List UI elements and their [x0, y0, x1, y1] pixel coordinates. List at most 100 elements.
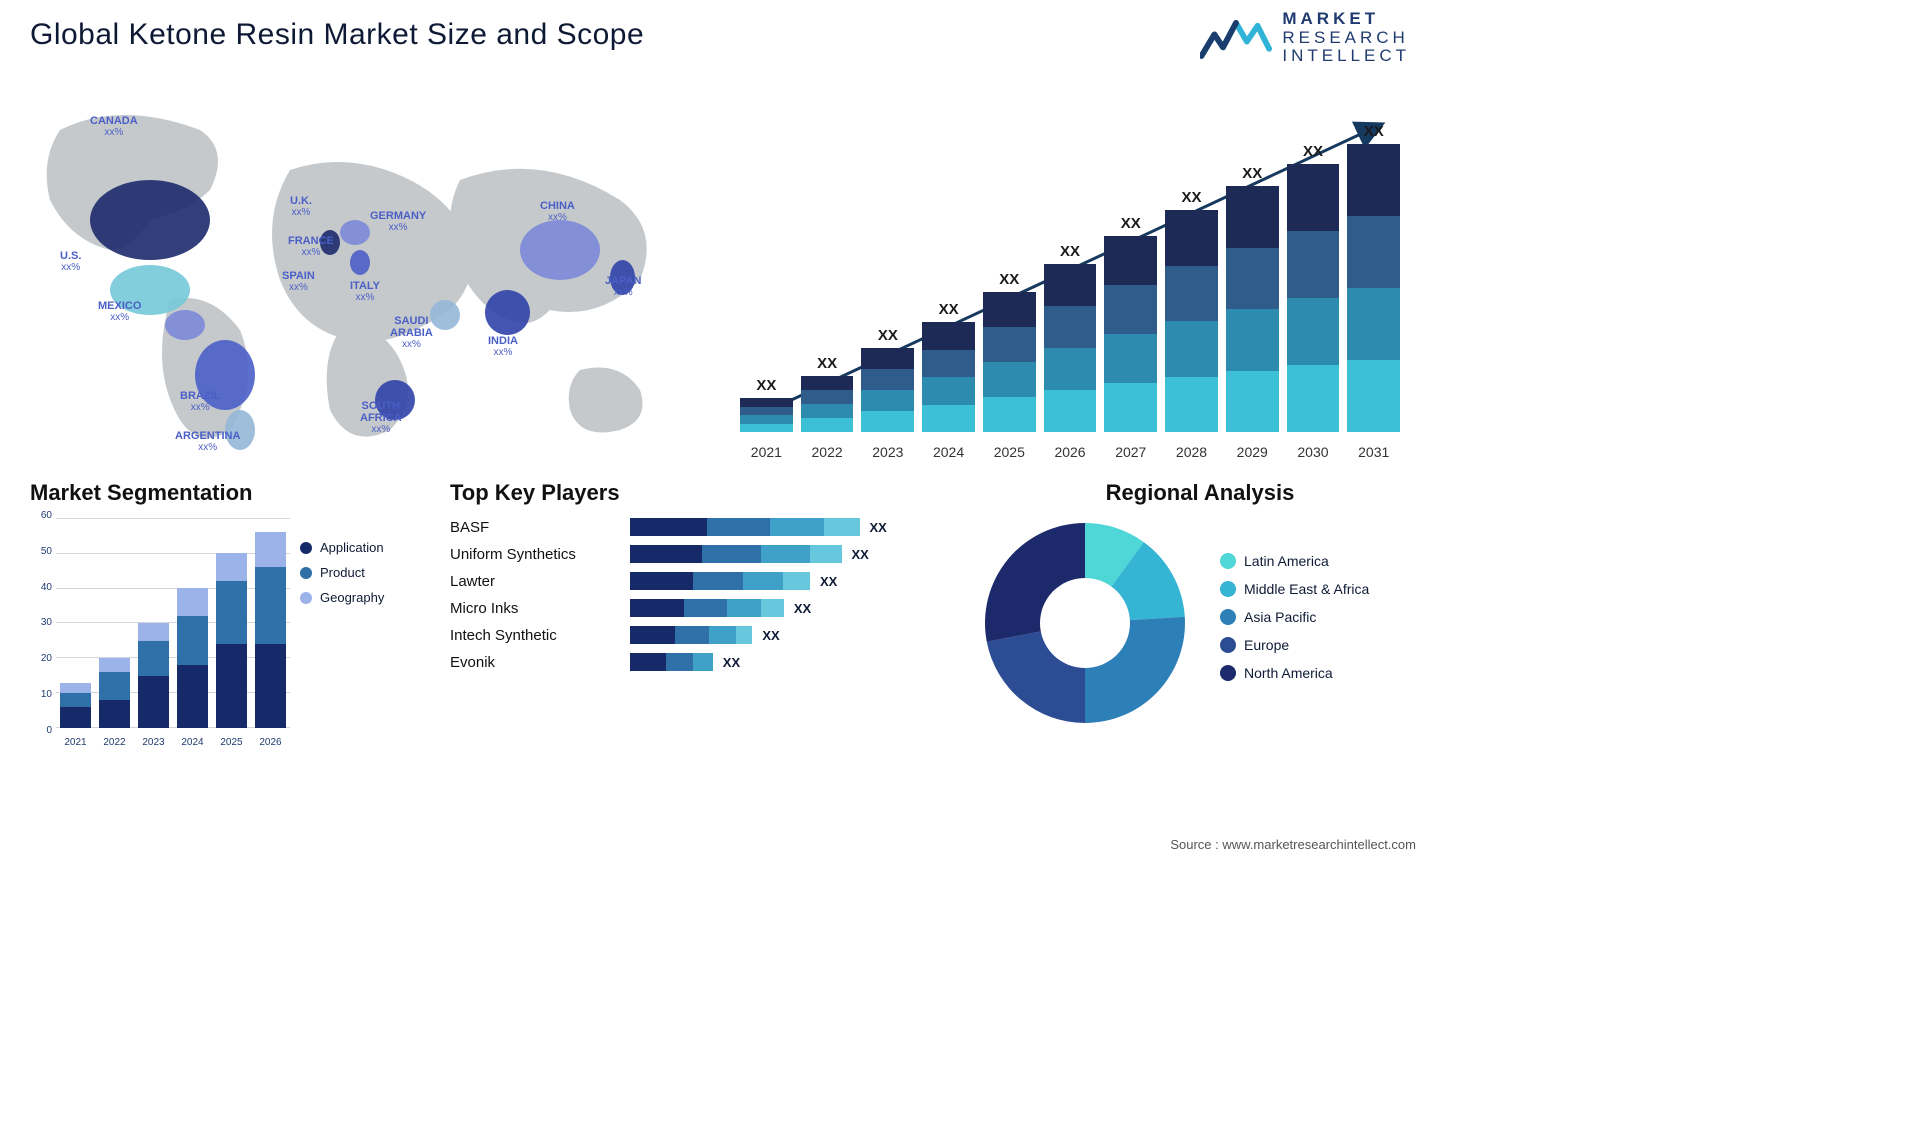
- seg-bar-year: 2023: [138, 737, 169, 748]
- main-bar-year: 2025: [983, 444, 1036, 460]
- country-label: CANADAxx%: [90, 115, 138, 138]
- regional-title: Regional Analysis: [980, 480, 1420, 506]
- main-bar-value: XX: [1364, 123, 1384, 140]
- main-bar-year: 2023: [861, 444, 914, 460]
- main-bar-col: XX: [861, 327, 914, 432]
- key-player-bar: [630, 572, 810, 590]
- main-bar-value: XX: [817, 355, 837, 372]
- main-bar-col: XX: [801, 355, 854, 432]
- country-label: ARGENTINAxx%: [175, 430, 240, 453]
- main-bar-col: XX: [922, 301, 975, 432]
- key-player-bar: [630, 626, 752, 644]
- main-bar-col: XX: [983, 271, 1036, 432]
- seg-bar-col: [138, 623, 169, 728]
- seg-bar-year: 2025: [216, 737, 247, 748]
- key-player-name: Uniform Synthetics: [450, 546, 630, 563]
- main-bar-value: XX: [1060, 243, 1080, 260]
- main-bar-col: XX: [1287, 143, 1340, 432]
- seg-bar-col: [177, 588, 208, 728]
- main-bar-year: 2026: [1044, 444, 1097, 460]
- seg-bar-col: [216, 553, 247, 728]
- regional-legend-item: North America: [1220, 665, 1369, 681]
- key-player-row: BASF XX: [450, 518, 950, 536]
- main-bar-value: XX: [1242, 165, 1262, 182]
- main-bar-value: XX: [1303, 143, 1323, 160]
- key-player-bar: [630, 653, 713, 671]
- main-bar-col: XX: [1044, 243, 1097, 432]
- main-bar-year: 2028: [1165, 444, 1218, 460]
- key-player-value: XX: [870, 520, 887, 535]
- country-label: U.S.xx%: [60, 250, 81, 273]
- main-bar-col: XX: [740, 377, 793, 432]
- regional-section: Regional Analysis Latin America Middle Ea…: [980, 480, 1420, 728]
- key-players-title: Top Key Players: [450, 480, 950, 506]
- logo-line1: MARKET: [1282, 10, 1410, 29]
- world-map: CANADAxx% U.S.xx% MEXICOxx% BRAZILxx% ARGENT…: [20, 90, 700, 450]
- country-label: SOUTHAFRICAxx%: [360, 400, 402, 435]
- seg-bar-col: [99, 658, 130, 728]
- logo-line2: RESEARCH: [1282, 29, 1410, 48]
- country-label: MEXICOxx%: [98, 300, 141, 323]
- main-bar-year: 2029: [1226, 444, 1279, 460]
- main-bar-col: XX: [1347, 123, 1400, 432]
- seg-bar-year: 2026: [255, 737, 286, 748]
- key-player-value: XX: [794, 601, 811, 616]
- key-player-bar: [630, 599, 784, 617]
- logo-line3: INTELLECT: [1282, 47, 1410, 66]
- main-bar-value: XX: [1182, 189, 1202, 206]
- regional-donut: [980, 518, 1190, 728]
- main-bar-col: XX: [1165, 189, 1218, 432]
- source-text: Source : www.marketresearchintellect.com: [1170, 837, 1416, 852]
- key-player-name: Micro Inks: [450, 600, 630, 617]
- country-label: ITALYxx%: [350, 280, 380, 303]
- main-bar-year: 2024: [922, 444, 975, 460]
- regional-legend: Latin America Middle East & Africa Asia Pa…: [1220, 553, 1369, 693]
- key-player-value: XX: [723, 655, 740, 670]
- world-map-svg: [20, 90, 700, 450]
- regional-legend-item: Middle East & Africa: [1220, 581, 1369, 597]
- regional-legend-item: Latin America: [1220, 553, 1369, 569]
- seg-bar-col: [255, 532, 286, 728]
- main-bar-col: XX: [1226, 165, 1279, 432]
- country-label: U.K.xx%: [290, 195, 312, 218]
- country-label: CHINAxx%: [540, 200, 575, 223]
- country-label: BRAZILxx%: [180, 390, 220, 413]
- main-bar-value: XX: [939, 301, 959, 318]
- seg-bar-year: 2021: [60, 737, 91, 748]
- regional-legend-item: Asia Pacific: [1220, 609, 1369, 625]
- main-bar-year: 2027: [1104, 444, 1157, 460]
- main-bar-year: 2031: [1347, 444, 1400, 460]
- key-player-row: Evonik XX: [450, 653, 950, 671]
- main-bar-value: XX: [878, 327, 898, 344]
- main-bar-col: XX: [1104, 215, 1157, 432]
- segmentation-chart: 6050403020100 202120222023202420252026: [30, 518, 290, 748]
- key-player-bar: [630, 518, 860, 536]
- key-player-name: BASF: [450, 519, 630, 536]
- main-bar-year: 2030: [1287, 444, 1340, 460]
- key-player-bar: [630, 545, 842, 563]
- key-player-value: XX: [852, 547, 869, 562]
- key-player-row: Uniform Synthetics XX: [450, 545, 950, 563]
- segmentation-legend: ApplicationProductGeography: [300, 540, 384, 615]
- key-player-name: Evonik: [450, 654, 630, 671]
- seg-bar-col: [60, 683, 91, 729]
- logo-icon: [1200, 12, 1272, 64]
- key-players-section: Top Key Players BASFXXUniform Synthetics…: [450, 480, 950, 680]
- key-player-name: Intech Synthetic: [450, 627, 630, 644]
- page-title: Global Ketone Resin Market Size and Scop…: [30, 18, 644, 52]
- seg-legend-item: Product: [300, 565, 384, 580]
- country-label: GERMANYxx%: [370, 210, 426, 233]
- seg-legend-item: Application: [300, 540, 384, 555]
- main-bar-value: XX: [999, 271, 1019, 288]
- main-bar-year: 2022: [801, 444, 854, 460]
- country-label: SPAINxx%: [282, 270, 315, 293]
- regional-legend-item: Europe: [1220, 637, 1369, 653]
- country-label: INDIAxx%: [488, 335, 518, 358]
- country-label: SAUDIARABIAxx%: [390, 315, 433, 350]
- main-bar-year: 2021: [740, 444, 793, 460]
- seg-bar-year: 2024: [177, 737, 208, 748]
- main-growth-chart: XX XX XX XX XX XX XX XX XX XX XX 2021 2022 2023 2024 2…: [740, 100, 1400, 460]
- key-player-row: LawterXX: [450, 572, 950, 590]
- seg-bar-year: 2022: [99, 737, 130, 748]
- key-player-row: Micro Inks XX: [450, 599, 950, 617]
